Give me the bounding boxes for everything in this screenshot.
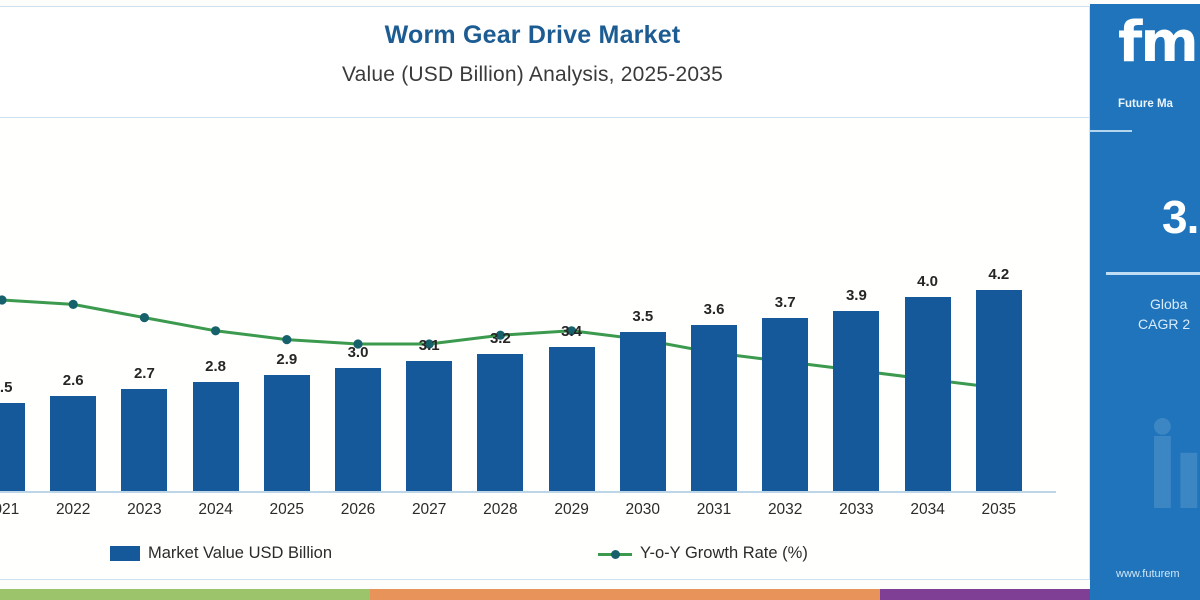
x-axis-tick-2024: 2024 — [198, 501, 233, 518]
bar-value-label-2030: 3.5 — [632, 308, 654, 326]
legend-label-growth-rate: Y-o-Y Growth Rate (%) — [640, 544, 808, 562]
bar-value-label-2032: 3.7 — [774, 294, 796, 312]
cagr-caption-line2: CAGR 2 — [1138, 316, 1191, 332]
bar-value-label-2022: 2.6 — [62, 371, 84, 389]
x-axis-tick-2023: 2023 — [127, 501, 162, 518]
page-subtitle: Value (USD Billion) Analysis, 2025-2035 — [342, 63, 723, 86]
x-axis-tick-2021: 2021 — [0, 501, 20, 518]
bar-2029[interactable] — [548, 346, 595, 491]
strip-segment-3 — [880, 589, 1090, 600]
x-axis-tick-2034: 2034 — [910, 501, 945, 518]
x-axis-tick-2025: 2025 — [269, 501, 305, 518]
bar-value-label-2031: 3.6 — [703, 301, 725, 319]
bottom-strip-sidebar-cap — [1090, 589, 1200, 600]
bar-value-label-2025: 2.9 — [276, 350, 298, 368]
bar-value-label-2035: 4.2 — [988, 266, 1010, 284]
bar-2021[interactable] — [0, 403, 25, 491]
bar-2033[interactable] — [833, 311, 880, 491]
strip-segment-1 — [0, 589, 370, 600]
growth-point-2021[interactable] — [0, 295, 7, 305]
bar-value-label-2027: 3.1 — [418, 336, 440, 354]
x-axis-tick-2028: 2028 — [483, 501, 518, 518]
bar-2031[interactable] — [691, 325, 737, 491]
growth-point-2023[interactable] — [139, 313, 149, 323]
bar-2034[interactable] — [904, 297, 951, 491]
x-axis-tick-2035: 2035 — [981, 501, 1017, 518]
header-band: Worm Gear Drive Market Value (USD Billio… — [0, 6, 1090, 118]
legend-item-market-value[interactable]: Market Value USD Billion — [110, 544, 332, 563]
bar-2035[interactable] — [975, 290, 1022, 491]
plot-area: 2.5 2021 2.6 2022 2.7 2023 2.8 2024 2.9 2025 3.0 20… — [0, 118, 1090, 580]
bar-swatch-icon — [110, 546, 140, 561]
bar-value-label-2024: 2.8 — [205, 357, 227, 375]
bar-2024[interactable] — [192, 381, 239, 491]
brand-sidebar: fm Future Ma 3. Globa CAGR 2 www.futurem — [1090, 4, 1200, 592]
company-logo-subtext: Future Ma — [1118, 98, 1173, 110]
bar-value-label-2034: 4.0 — [917, 273, 939, 291]
sidebar-rule — [1106, 272, 1200, 275]
bar-value-label-2026: 3.0 — [347, 343, 369, 361]
page-title: Worm Gear Drive Market — [384, 21, 681, 49]
bar-2032[interactable] — [762, 318, 809, 491]
line-marker-icon — [598, 548, 632, 560]
x-axis-tick-2026: 2026 — [340, 501, 376, 518]
watermark-icon — [1154, 418, 1198, 508]
bar-2028[interactable] — [477, 353, 524, 491]
company-logo: fm — [1118, 10, 1199, 75]
x-axis-tick-2032: 2032 — [767, 501, 803, 518]
bar-2025[interactable] — [263, 374, 310, 491]
legend-item-growth-rate[interactable]: Y-o-Y Growth Rate (%) — [598, 544, 808, 563]
chart-legend: Market Value USD Billion Y-o-Y Growth Ra… — [0, 540, 1085, 574]
bar-value-label-2029: 3.4 — [561, 322, 583, 340]
bar-value-label-2021: 2.5 — [0, 379, 13, 396]
bar-2027[interactable] — [406, 360, 453, 491]
bar-2023[interactable] — [121, 388, 168, 491]
website-url: www.futurem — [1116, 568, 1180, 580]
x-axis-tick-2027: 2027 — [411, 501, 447, 518]
cagr-stat-value: 3. — [1162, 191, 1199, 243]
x-axis-tick-2022: 2022 — [55, 501, 91, 518]
legend-label-market-value: Market Value USD Billion — [148, 544, 333, 562]
bottom-color-strip — [0, 589, 1200, 600]
bar-2022[interactable] — [50, 395, 97, 491]
growth-point-2025[interactable] — [282, 335, 292, 345]
x-axis-line — [0, 491, 1056, 493]
strip-segment-2 — [370, 589, 880, 600]
bar-2030[interactable] — [619, 332, 666, 491]
bar-2026[interactable] — [335, 367, 381, 491]
growth-point-2024[interactable] — [211, 326, 221, 336]
sidebar-divider-top — [1090, 130, 1132, 132]
x-axis-tick-2033: 2033 — [839, 501, 874, 518]
bar-value-label-2028: 3.2 — [489, 329, 511, 347]
cagr-caption-line1: Globa — [1150, 296, 1188, 312]
plot-inner: 2.5 2021 2.6 2022 2.7 2023 2.8 2024 2.9 2025 3.0 20… — [0, 118, 1089, 579]
growth-point-2022[interactable] — [68, 299, 78, 309]
x-axis-tick-2031: 2031 — [696, 501, 732, 518]
bar-value-label-2033: 3.9 — [845, 287, 867, 305]
x-axis-tick-2030: 2030 — [625, 501, 661, 518]
x-axis-tick-2029: 2029 — [554, 501, 589, 518]
bar-value-label-2023: 2.7 — [133, 364, 155, 382]
